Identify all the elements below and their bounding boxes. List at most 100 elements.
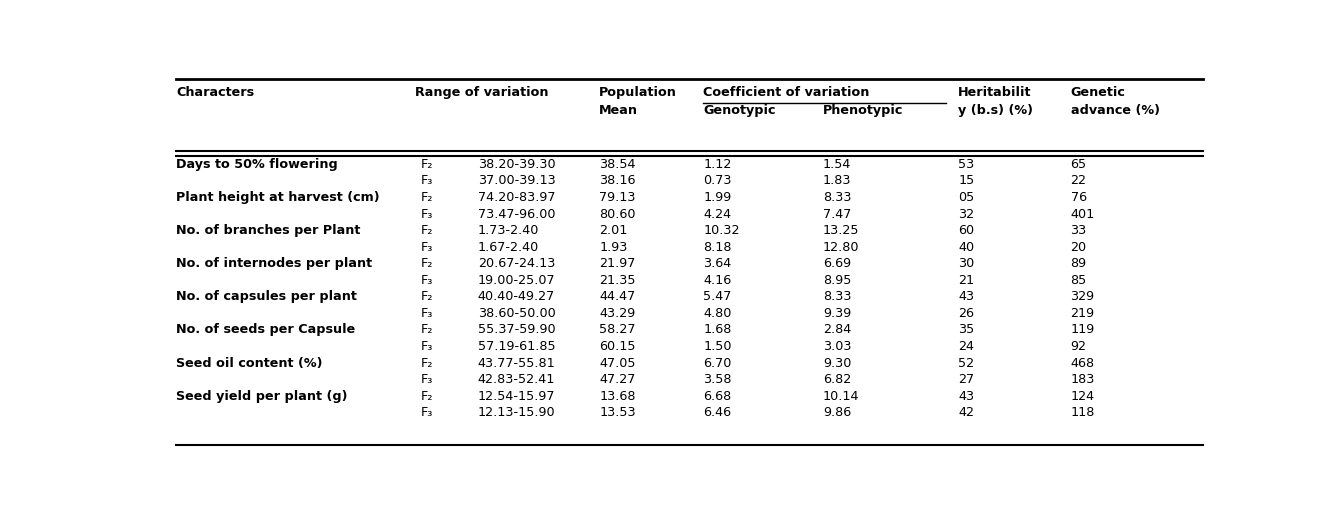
Text: F₃: F₃ xyxy=(420,241,433,253)
Text: F₂: F₂ xyxy=(420,324,433,336)
Text: 13.25: 13.25 xyxy=(823,224,859,237)
Text: F₃: F₃ xyxy=(420,175,433,187)
Text: Mean: Mean xyxy=(600,103,639,117)
Text: 42.83-52.41: 42.83-52.41 xyxy=(478,373,556,386)
Text: 6.46: 6.46 xyxy=(703,406,731,419)
Text: 43.77-55.81: 43.77-55.81 xyxy=(478,356,556,370)
Text: No. of seeds per Capsule: No. of seeds per Capsule xyxy=(176,324,356,336)
Text: 2.84: 2.84 xyxy=(823,324,851,336)
Text: Range of variation: Range of variation xyxy=(415,87,549,99)
Text: No. of internodes per plant: No. of internodes per plant xyxy=(176,257,372,270)
Text: 43: 43 xyxy=(958,390,974,403)
Text: 43.29: 43.29 xyxy=(600,307,636,320)
Text: 1.99: 1.99 xyxy=(703,191,731,204)
Text: 119: 119 xyxy=(1071,324,1095,336)
Text: 219: 219 xyxy=(1071,307,1095,320)
Text: Coefficient of variation: Coefficient of variation xyxy=(703,87,870,99)
Text: 57.19-61.85: 57.19-61.85 xyxy=(478,340,556,353)
Text: 42: 42 xyxy=(958,406,974,419)
Text: Genetic: Genetic xyxy=(1071,87,1126,99)
Text: 9.30: 9.30 xyxy=(823,356,851,370)
Text: 52: 52 xyxy=(958,356,974,370)
Text: Heritabilit: Heritabilit xyxy=(958,87,1032,99)
Text: 38.16: 38.16 xyxy=(600,175,636,187)
Text: 74.20-83.97: 74.20-83.97 xyxy=(478,191,556,204)
Text: 1.67-2.40: 1.67-2.40 xyxy=(478,241,539,253)
Text: 118: 118 xyxy=(1071,406,1095,419)
Text: 124: 124 xyxy=(1071,390,1095,403)
Text: 6.68: 6.68 xyxy=(703,390,731,403)
Text: 4.80: 4.80 xyxy=(703,307,731,320)
Text: 20.67-24.13: 20.67-24.13 xyxy=(478,257,556,270)
Text: 43: 43 xyxy=(958,290,974,303)
Text: 85: 85 xyxy=(1071,274,1087,287)
Text: F₂: F₂ xyxy=(420,257,433,270)
Text: 33: 33 xyxy=(1071,224,1087,237)
Text: 60.15: 60.15 xyxy=(600,340,636,353)
Text: 7.47: 7.47 xyxy=(823,207,851,221)
Text: F₂: F₂ xyxy=(420,356,433,370)
Text: 55.37-59.90: 55.37-59.90 xyxy=(478,324,556,336)
Text: 1.54: 1.54 xyxy=(823,158,851,171)
Text: Genotypic: Genotypic xyxy=(703,103,776,117)
Text: 12.80: 12.80 xyxy=(823,241,859,253)
Text: 6.70: 6.70 xyxy=(703,356,731,370)
Text: 5.47: 5.47 xyxy=(703,290,731,303)
Text: 329: 329 xyxy=(1071,290,1095,303)
Text: 47.27: 47.27 xyxy=(600,373,636,386)
Text: 53: 53 xyxy=(958,158,974,171)
Text: 13.68: 13.68 xyxy=(600,390,636,403)
Text: y (b.s) (%): y (b.s) (%) xyxy=(958,103,1033,117)
Text: 3.64: 3.64 xyxy=(703,257,731,270)
Text: 89: 89 xyxy=(1071,257,1087,270)
Text: No. of capsules per plant: No. of capsules per plant xyxy=(176,290,357,303)
Text: 44.47: 44.47 xyxy=(600,290,636,303)
Text: 22: 22 xyxy=(1071,175,1087,187)
Text: 60: 60 xyxy=(958,224,974,237)
Text: Characters: Characters xyxy=(176,87,254,99)
Text: 65: 65 xyxy=(1071,158,1087,171)
Text: Seed yield per plant (g): Seed yield per plant (g) xyxy=(176,390,348,403)
Text: 80.60: 80.60 xyxy=(600,207,636,221)
Text: advance (%): advance (%) xyxy=(1071,103,1159,117)
Text: F₃: F₃ xyxy=(420,406,433,419)
Text: 401: 401 xyxy=(1071,207,1095,221)
Text: 73.47-96.00: 73.47-96.00 xyxy=(478,207,556,221)
Text: 8.95: 8.95 xyxy=(823,274,851,287)
Text: 9.39: 9.39 xyxy=(823,307,851,320)
Text: 47.05: 47.05 xyxy=(600,356,636,370)
Text: 6.82: 6.82 xyxy=(823,373,851,386)
Text: 1.73-2.40: 1.73-2.40 xyxy=(478,224,539,237)
Text: Phenotypic: Phenotypic xyxy=(823,103,903,117)
Text: 30: 30 xyxy=(958,257,974,270)
Text: 8.18: 8.18 xyxy=(703,241,731,253)
Text: 21.97: 21.97 xyxy=(600,257,636,270)
Text: F₂: F₂ xyxy=(420,191,433,204)
Text: 38.54: 38.54 xyxy=(600,158,636,171)
Text: 19.00-25.07: 19.00-25.07 xyxy=(478,274,556,287)
Text: 10.14: 10.14 xyxy=(823,390,859,403)
Text: 76: 76 xyxy=(1071,191,1087,204)
Text: 20: 20 xyxy=(1071,241,1087,253)
Text: 21: 21 xyxy=(958,274,974,287)
Text: F₂: F₂ xyxy=(420,224,433,237)
Text: 38.20-39.30: 38.20-39.30 xyxy=(478,158,556,171)
Text: 40.40-49.27: 40.40-49.27 xyxy=(478,290,556,303)
Text: 4.24: 4.24 xyxy=(703,207,731,221)
Text: F₃: F₃ xyxy=(420,340,433,353)
Text: 35: 35 xyxy=(958,324,974,336)
Text: 05: 05 xyxy=(958,191,974,204)
Text: F₃: F₃ xyxy=(420,373,433,386)
Text: 37.00-39.13: 37.00-39.13 xyxy=(478,175,556,187)
Text: 21.35: 21.35 xyxy=(600,274,636,287)
Text: 92: 92 xyxy=(1071,340,1087,353)
Text: 1.83: 1.83 xyxy=(823,175,851,187)
Text: 40: 40 xyxy=(958,241,974,253)
Text: 183: 183 xyxy=(1071,373,1095,386)
Text: 1.68: 1.68 xyxy=(703,324,731,336)
Text: Days to 50% flowering: Days to 50% flowering xyxy=(176,158,338,171)
Text: F₃: F₃ xyxy=(420,207,433,221)
Text: 9.86: 9.86 xyxy=(823,406,851,419)
Text: 27: 27 xyxy=(958,373,974,386)
Text: 3.58: 3.58 xyxy=(703,373,731,386)
